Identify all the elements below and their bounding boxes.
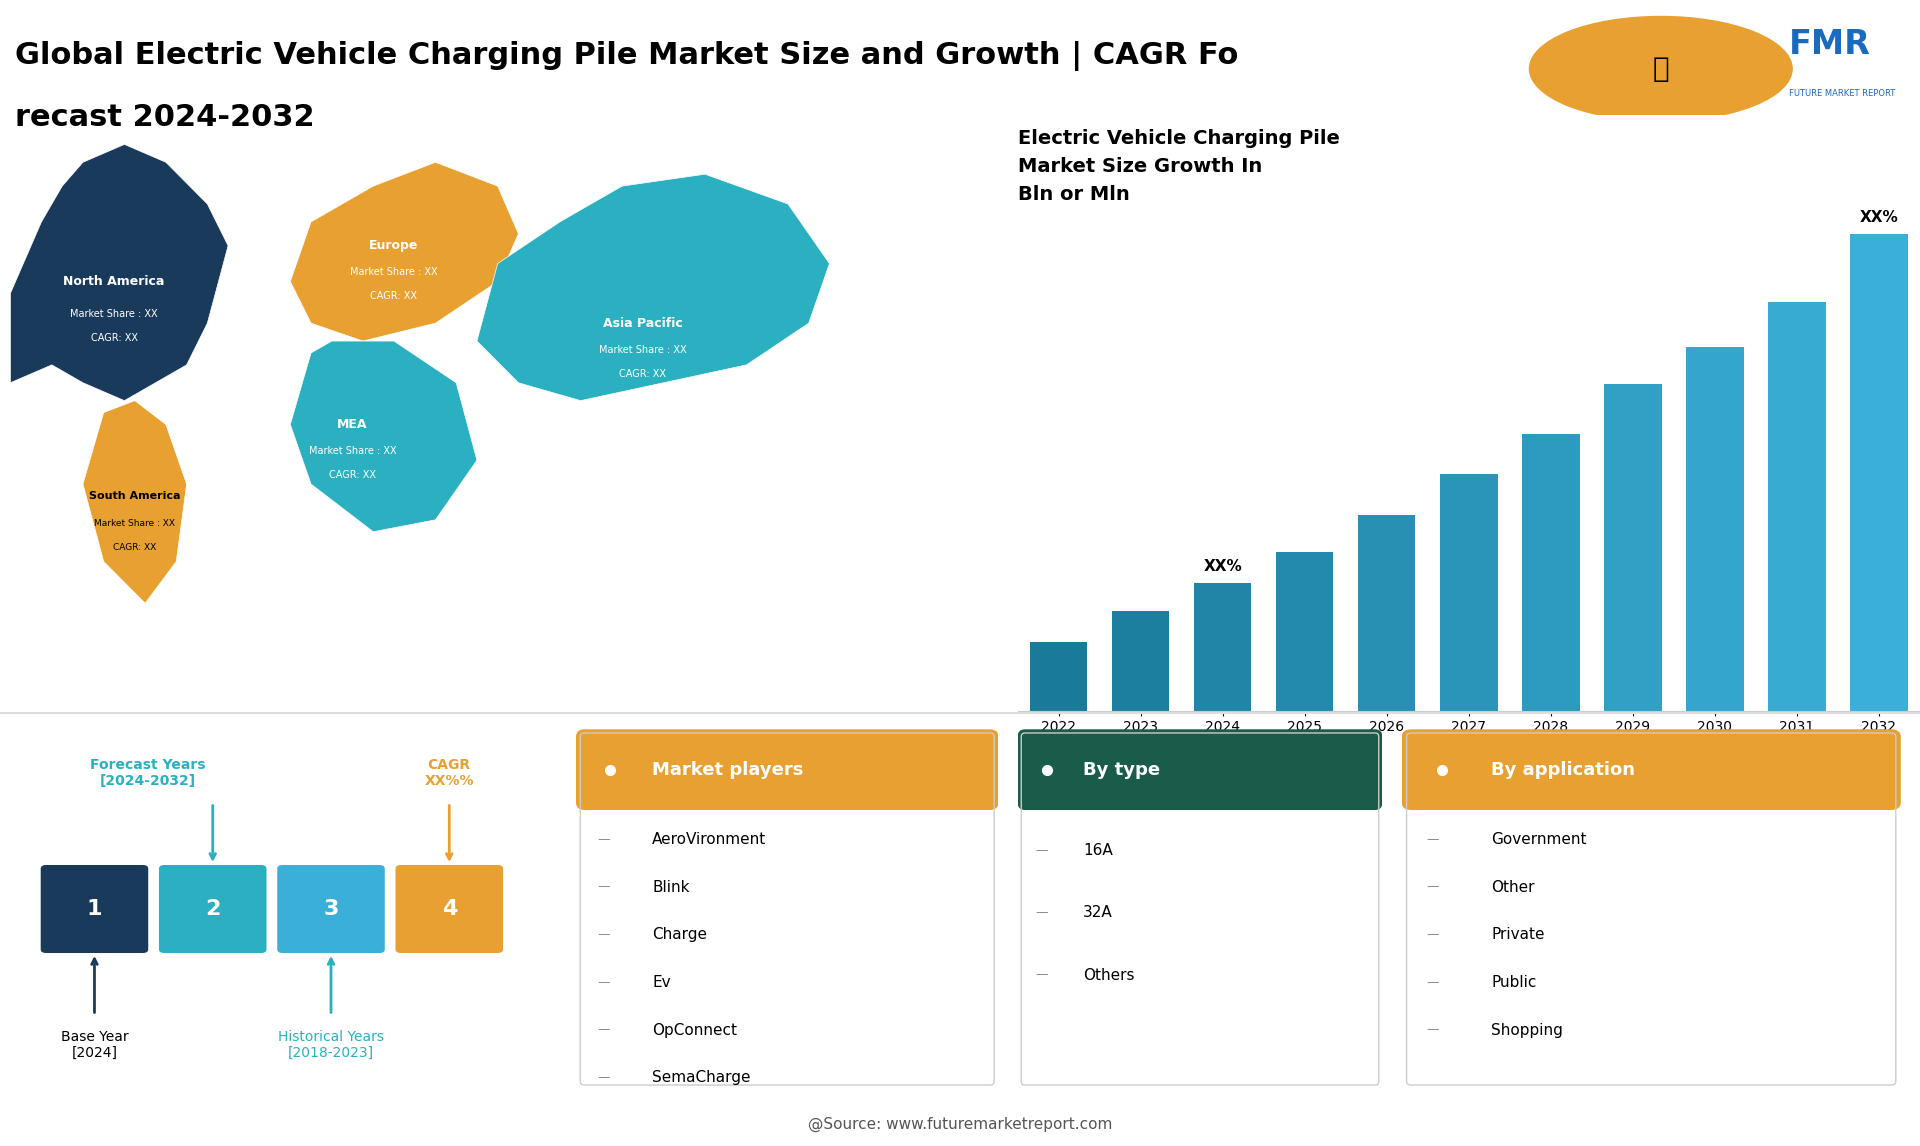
Text: CAGR: XX: CAGR: XX [620, 369, 666, 379]
Text: North America: North America [63, 275, 165, 288]
Text: Other: Other [1492, 879, 1534, 895]
Polygon shape [10, 144, 228, 401]
Text: Market Share : XX: Market Share : XX [71, 309, 157, 320]
Text: AeroVironment: AeroVironment [653, 832, 766, 847]
Text: —: — [1427, 1023, 1440, 1036]
FancyBboxPatch shape [276, 865, 384, 953]
Text: —: — [597, 1023, 611, 1036]
Bar [1440, 474, 1498, 711]
Text: CAGR: XX: CAGR: XX [113, 542, 156, 551]
Text: Shopping: Shopping [1492, 1022, 1563, 1037]
Polygon shape [476, 174, 829, 401]
Text: —: — [597, 976, 611, 989]
FancyBboxPatch shape [1018, 729, 1382, 810]
Text: FUTURE MARKET REPORT: FUTURE MARKET REPORT [1789, 89, 1895, 99]
FancyBboxPatch shape [40, 865, 148, 953]
Text: Public: Public [1492, 975, 1536, 990]
Text: Market Share : XX: Market Share : XX [309, 446, 396, 456]
Text: Market Share : XX: Market Share : XX [599, 345, 687, 355]
Text: @Source: www.futuremarketreport.com: @Source: www.futuremarketreport.com [808, 1117, 1112, 1132]
Polygon shape [290, 342, 476, 532]
Bar [1768, 301, 1826, 711]
Text: CAGR: XX: CAGR: XX [90, 333, 138, 343]
Text: —: — [1427, 928, 1440, 941]
Text: 32A: 32A [1083, 905, 1114, 920]
Text: CAGR
XX%%: CAGR XX%% [424, 758, 474, 788]
FancyBboxPatch shape [159, 865, 267, 953]
Bar [1523, 433, 1580, 711]
Text: Base Year
[2024]: Base Year [2024] [61, 1030, 129, 1060]
Text: —: — [597, 833, 611, 846]
Text: Charge: Charge [653, 927, 707, 942]
FancyBboxPatch shape [396, 865, 503, 953]
Text: Historical Years
[2018-2023]: Historical Years [2018-2023] [278, 1030, 384, 1060]
Text: Government: Government [1492, 832, 1588, 847]
Text: 4: 4 [442, 898, 457, 919]
FancyBboxPatch shape [576, 729, 998, 810]
Text: —: — [597, 1072, 611, 1084]
Text: XX%: XX% [1860, 210, 1899, 225]
Text: Market players: Market players [653, 761, 803, 778]
Text: Market Share : XX: Market Share : XX [94, 519, 175, 528]
Text: —: — [1427, 880, 1440, 894]
Text: recast 2024-2032: recast 2024-2032 [15, 103, 315, 132]
Text: 3: 3 [323, 898, 338, 919]
Text: By application: By application [1492, 761, 1636, 778]
Text: 1: 1 [86, 898, 102, 919]
Text: By type: By type [1083, 761, 1160, 778]
Text: —: — [1037, 843, 1048, 857]
Text: —: — [1037, 968, 1048, 981]
Bar [1112, 611, 1169, 711]
Bar [1851, 234, 1908, 711]
Text: —: — [1427, 833, 1440, 846]
Polygon shape [290, 163, 518, 342]
Text: MEA: MEA [338, 418, 369, 431]
Text: CAGR: XX: CAGR: XX [371, 291, 417, 301]
Text: —: — [1037, 906, 1048, 919]
Text: —: — [597, 880, 611, 894]
Bar [1029, 643, 1087, 711]
Text: Blink: Blink [653, 879, 689, 895]
Text: Europe: Europe [369, 240, 419, 252]
Text: —: — [1427, 976, 1440, 989]
Text: Asia Pacific: Asia Pacific [603, 316, 684, 330]
Circle shape [1530, 16, 1791, 121]
Text: Ev: Ev [653, 975, 670, 990]
Text: OpConnect: OpConnect [653, 1022, 737, 1037]
Bar [1605, 384, 1661, 711]
Text: Others: Others [1083, 967, 1135, 982]
Text: Forecast Years
[2024-2032]: Forecast Years [2024-2032] [90, 758, 205, 788]
Text: 2: 2 [205, 898, 221, 919]
Text: South America: South America [88, 490, 180, 501]
Bar [1686, 347, 1743, 711]
Bar [1357, 516, 1415, 711]
Text: Private: Private [1492, 927, 1546, 942]
Bar [1194, 583, 1252, 711]
Bar [1277, 551, 1332, 711]
Text: Global Electric Vehicle Charging Pile Market Size and Growth | CAGR Fo: Global Electric Vehicle Charging Pile Ma… [15, 41, 1238, 71]
Text: XX%: XX% [1204, 559, 1242, 574]
Text: FMR: FMR [1789, 28, 1870, 61]
Text: 📢: 📢 [1653, 55, 1668, 83]
Text: —: — [597, 928, 611, 941]
Polygon shape [83, 401, 186, 603]
Text: 16A: 16A [1083, 842, 1114, 858]
Text: Market Share : XX: Market Share : XX [349, 267, 438, 277]
Text: Electric Vehicle Charging Pile
Market Size Growth In
Bln or Mln: Electric Vehicle Charging Pile Market Si… [1018, 128, 1340, 204]
FancyBboxPatch shape [1402, 729, 1901, 810]
Text: SemaCharge: SemaCharge [653, 1070, 751, 1085]
Text: CAGR: XX: CAGR: XX [328, 470, 376, 480]
